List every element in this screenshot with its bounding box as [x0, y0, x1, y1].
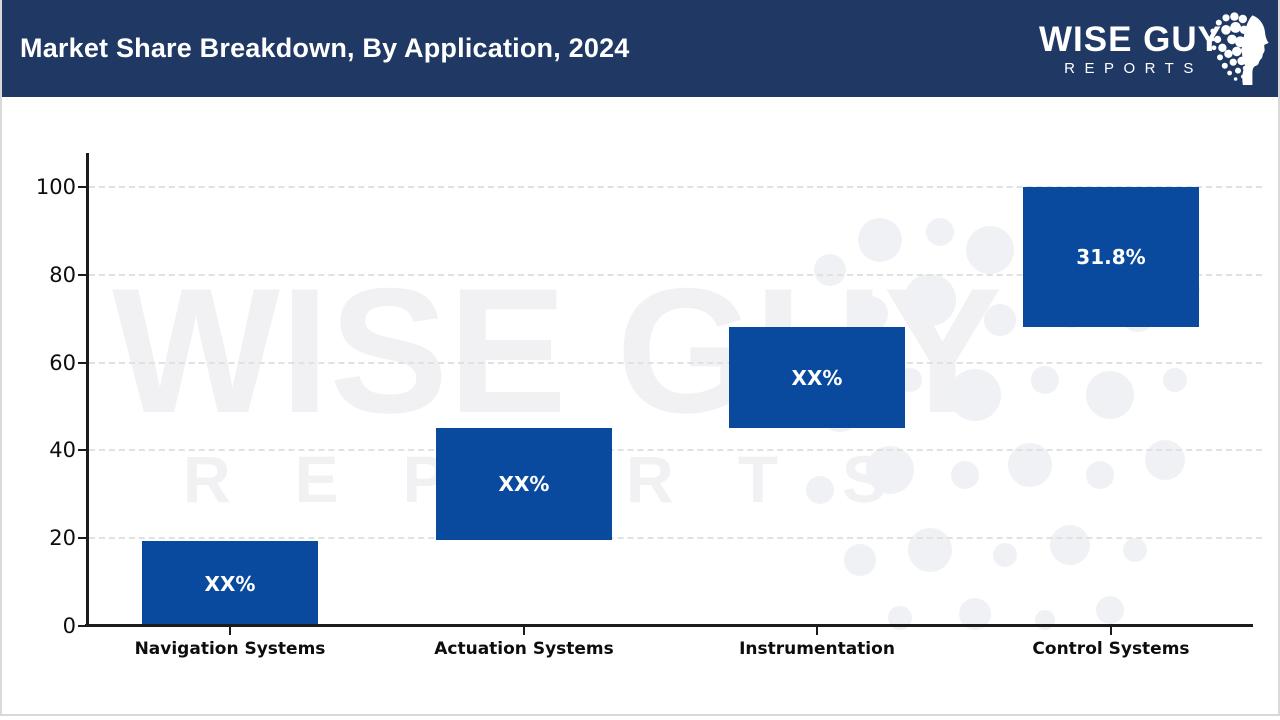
x-category-label: Navigation Systems — [134, 639, 326, 659]
y-tick-40 — [78, 449, 86, 451]
page-title: Market Share Breakdown, By Application, … — [20, 33, 630, 63]
wise-guy-reports-logo: WISE GUY REPORTS — [1039, 6, 1274, 92]
bar-value-label: 31.8% — [1076, 245, 1146, 269]
y-tick-label: 40 — [49, 438, 76, 462]
bar-control-systems: 31.8% — [1023, 187, 1199, 327]
logo-reports-label: REPORTS — [1064, 59, 1203, 77]
x-tick-2 — [816, 627, 818, 635]
logo-text: WISE GUY REPORTS — [1038, 19, 1222, 77]
bar-navigation-systems: XX% — [142, 541, 318, 626]
y-tick-label: 20 — [49, 526, 76, 550]
y-tick-60 — [78, 362, 86, 364]
y-tick-label: 80 — [49, 263, 76, 287]
x-axis-line — [85, 624, 1253, 627]
gridline-20 — [89, 537, 1262, 539]
bar-instrumentation: XX% — [729, 327, 905, 428]
y-tick-label: 100 — [35, 175, 76, 199]
x-category-label: Control Systems — [1032, 639, 1190, 659]
x-tick-3 — [1110, 627, 1112, 635]
y-tick-label: 60 — [49, 351, 76, 375]
y-tick-0 — [78, 625, 86, 627]
gridline-80 — [89, 274, 1262, 276]
bar-value-label: XX% — [204, 571, 256, 596]
logo-wise-guy-label: WISE GUY — [1038, 19, 1222, 59]
bar-value-label: XX% — [498, 472, 550, 496]
y-axis-line — [86, 153, 89, 627]
bar-value-label: XX% — [791, 365, 843, 390]
bar-actuation-systems: XX% — [436, 428, 612, 540]
y-tick-label: 0 — [62, 614, 76, 638]
logo-head-icon — [1210, 12, 1269, 85]
x-tick-1 — [523, 627, 525, 635]
x-category-label: Actuation Systems — [434, 639, 614, 659]
y-tick-100 — [78, 186, 86, 188]
header-bar: Market Share Breakdown, By Application, … — [0, 0, 1280, 97]
x-tick-0 — [229, 627, 231, 635]
y-tick-20 — [78, 537, 86, 539]
x-category-label: Instrumentation — [739, 639, 895, 659]
gridline-40 — [89, 449, 1262, 451]
gridline-100 — [89, 186, 1262, 188]
gridline-60 — [89, 362, 1262, 364]
y-tick-80 — [78, 274, 86, 276]
